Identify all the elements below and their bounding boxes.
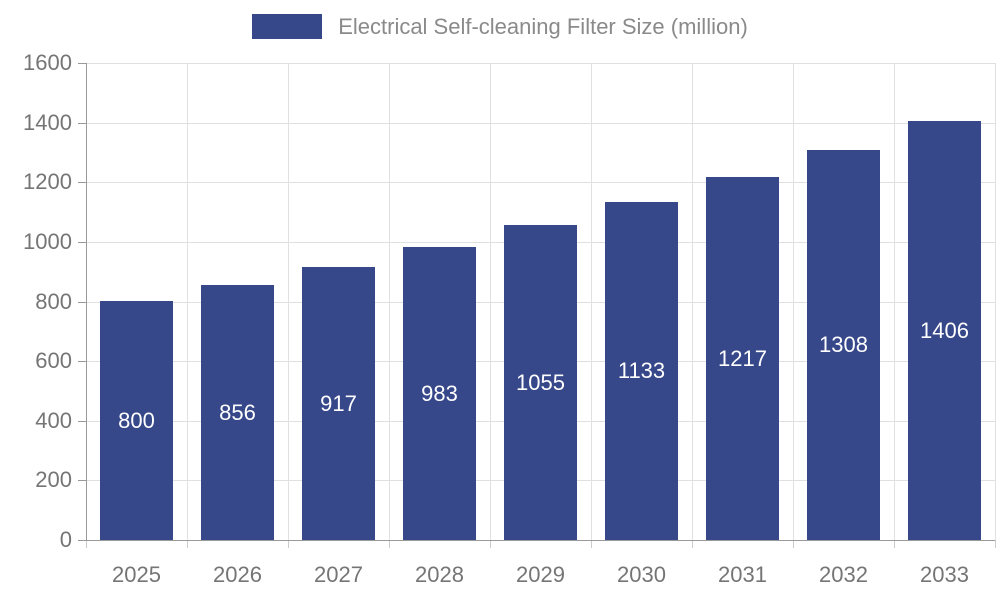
gridline-horizontal <box>86 63 995 64</box>
bar: 1406 <box>908 121 981 540</box>
x-axis-category-label: 2025 <box>112 562 161 587</box>
gridline-vertical <box>288 63 289 540</box>
bar: 1308 <box>807 150 880 540</box>
bar-value-label: 800 <box>118 407 155 433</box>
x-axis-category-label: 2029 <box>516 562 565 587</box>
y-axis-tick <box>78 242 86 243</box>
x-axis-line <box>86 540 995 541</box>
y-axis-tick <box>78 540 86 541</box>
x-axis-tick <box>389 540 390 548</box>
x-axis-tick <box>692 540 693 548</box>
y-axis-tick <box>78 123 86 124</box>
bar-value-label: 1217 <box>718 345 767 371</box>
y-axis-tick-label: 1200 <box>23 169 72 194</box>
gridline-vertical <box>995 63 996 540</box>
x-axis-tick <box>894 540 895 548</box>
bar: 917 <box>302 267 375 540</box>
y-axis-tick-label: 1600 <box>23 50 72 75</box>
bar: 1133 <box>605 202 678 540</box>
x-axis-category-label: 2033 <box>920 562 969 587</box>
x-axis-tick <box>86 540 87 548</box>
x-axis-tick <box>187 540 188 548</box>
gridline-vertical <box>490 63 491 540</box>
bar-value-label: 1055 <box>516 369 565 395</box>
x-axis-tick <box>995 540 996 548</box>
gridline-vertical <box>389 63 390 540</box>
x-axis-tick <box>288 540 289 548</box>
gridline-vertical <box>591 63 592 540</box>
y-axis-tick-label: 0 <box>59 527 72 552</box>
x-axis-category-label: 2026 <box>213 562 262 587</box>
gridline-vertical <box>793 63 794 540</box>
y-axis-tick <box>78 63 86 64</box>
y-axis-tick-label: 800 <box>35 289 72 314</box>
bar-value-label: 1406 <box>920 317 969 343</box>
bar: 983 <box>403 247 476 540</box>
bar-value-label: 983 <box>421 380 458 406</box>
y-axis-tick <box>78 480 86 481</box>
legend-swatch <box>252 14 323 39</box>
y-axis-tick-label: 400 <box>35 408 72 433</box>
y-axis-tick <box>78 302 86 303</box>
x-axis-category-label: 2031 <box>718 562 767 587</box>
gridline-horizontal <box>86 123 995 124</box>
y-axis-tick-label: 1000 <box>23 229 72 254</box>
x-axis-category-label: 2030 <box>617 562 666 587</box>
bar: 1055 <box>504 225 577 540</box>
bar-value-label: 917 <box>320 390 357 416</box>
y-axis-tick-label: 200 <box>35 467 72 492</box>
gridline-vertical <box>894 63 895 540</box>
chart-legend[interactable]: Electrical Self-cleaning Filter Size (mi… <box>0 14 1000 39</box>
x-axis-category-label: 2028 <box>415 562 464 587</box>
legend-label: Electrical Self-cleaning Filter Size (mi… <box>338 14 748 39</box>
y-axis-tick <box>78 182 86 183</box>
bar-value-label: 1133 <box>617 358 666 383</box>
bar: 1217 <box>706 177 779 540</box>
y-axis-tick <box>78 361 86 362</box>
y-axis-tick-label: 600 <box>35 348 72 373</box>
x-axis-category-label: 2027 <box>314 562 363 587</box>
y-axis-tick-label: 1400 <box>23 110 72 135</box>
bar-value-label: 1308 <box>819 332 868 357</box>
y-axis-tick <box>78 421 86 422</box>
x-axis-tick <box>793 540 794 548</box>
bar: 800 <box>100 301 173 540</box>
x-axis-category-label: 2032 <box>819 562 868 587</box>
gridline-horizontal <box>86 182 995 183</box>
x-axis-tick <box>591 540 592 548</box>
y-axis-line <box>86 63 87 540</box>
bar-value-label: 856 <box>219 399 256 425</box>
x-axis-tick <box>490 540 491 548</box>
gridline-vertical <box>187 63 188 540</box>
gridline-vertical <box>692 63 693 540</box>
bar: 856 <box>201 285 274 540</box>
